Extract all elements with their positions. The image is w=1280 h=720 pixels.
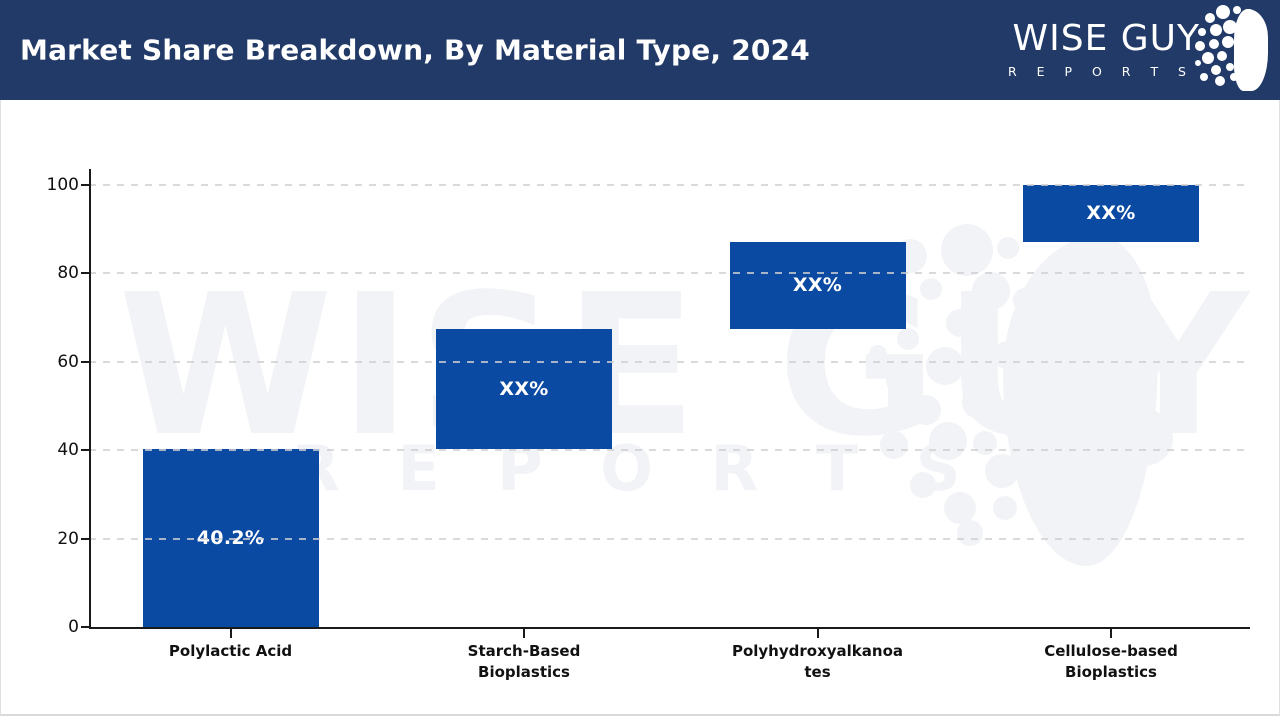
page-title: Market Share Breakdown, By Material Type… (20, 33, 810, 67)
x-tick-mark (229, 629, 232, 638)
decorative-dot (1013, 288, 1037, 312)
gridline-y-80 (89, 272, 1250, 275)
y-axis-line (89, 169, 91, 629)
decorative-dot (920, 278, 942, 300)
bar-3: XX% (729, 241, 906, 330)
y-tick-label: 40 (57, 440, 79, 461)
gridline-y-20 (89, 537, 1250, 540)
y-tick-mark (81, 626, 89, 628)
decorative-dot (911, 395, 941, 425)
x-axis-line (89, 627, 1250, 629)
x-tick-mark (523, 629, 525, 638)
decorative-dot (1211, 65, 1221, 75)
decorative-dot (1222, 36, 1234, 48)
y-tick-mark (81, 537, 89, 540)
x-tick-mark (816, 629, 819, 638)
logo-head-icon (1192, 5, 1270, 94)
decorative-dot (880, 431, 908, 459)
decorative-dot (985, 454, 1019, 488)
category-label-line: Cellulose-based (1044, 642, 1178, 660)
decorative-dot (1226, 63, 1234, 71)
decorative-dot (929, 422, 967, 460)
decorative-dot (1200, 73, 1208, 81)
category-label-line: Bioplastics (478, 663, 570, 681)
decorative-dot (944, 492, 976, 524)
category-label-line: Bioplastics (1065, 663, 1157, 681)
bar-value-label: XX% (1086, 202, 1136, 225)
bar-value-label: XX% (499, 378, 549, 401)
decorative-dot (1209, 39, 1219, 49)
decorative-dot (1198, 28, 1206, 36)
decorative-dot (1202, 52, 1214, 64)
decorative-dot (1223, 20, 1237, 34)
decorative-dot (962, 385, 996, 419)
gridline-y-60 (89, 360, 1250, 363)
decorative-dot (946, 309, 974, 337)
decorative-dot (1009, 397, 1031, 419)
decorative-dot (1233, 6, 1241, 14)
bar-2: XX% (436, 329, 612, 450)
decorative-dot (1217, 51, 1227, 61)
category-label-line: Starch-Based (467, 642, 581, 660)
y-tick-label: 80 (57, 263, 79, 284)
wise-guy-logo: WISE GUY R E P O R T S (1007, 4, 1270, 96)
category-label: Polylactic Acid (91, 641, 371, 662)
category-label-line: Polylactic Acid (168, 642, 293, 660)
y-tick-label: 100 (46, 175, 79, 195)
decorative-dot (1195, 60, 1201, 66)
category-label: Cellulose-based Bioplastics (971, 641, 1251, 683)
category-label: Polyhydroxyalkanoa tes (678, 641, 958, 683)
decorative-dot (869, 345, 887, 363)
decorative-dot (957, 520, 983, 546)
decorative-dot (1195, 41, 1205, 51)
category-label-line: Polyhydroxyalkanoa (731, 642, 904, 660)
logo-tagline-text: R E P O R T S (1007, 64, 1194, 79)
x-tick-mark (1110, 629, 1112, 638)
decorative-dot (910, 472, 936, 498)
bar-value-label: XX% (792, 274, 843, 297)
decorative-dot (973, 431, 997, 455)
logo-name-text: WISE GUY (1012, 18, 1200, 59)
decorative-dot (1215, 76, 1225, 86)
header-band: Market Share Breakdown, By Material Type… (0, 0, 1280, 100)
category-label-line: tes (804, 663, 831, 681)
y-tick-mark (81, 272, 89, 275)
gridline-y-40 (89, 449, 1250, 452)
decorative-dot (993, 496, 1017, 520)
y-tick-label: 20 (57, 528, 79, 549)
y-tick-mark (81, 184, 89, 186)
y-tick-mark (81, 360, 89, 363)
y-tick-label: 60 (57, 351, 79, 372)
decorative-dot (886, 369, 910, 393)
decorative-dot (1205, 13, 1215, 23)
decorative-dot (972, 272, 1010, 310)
decorative-dot (1017, 436, 1037, 456)
watermark-tagline: R E P O R T S (292, 432, 979, 505)
left-border-line (0, 100, 1, 715)
decorative-dot (997, 237, 1019, 259)
decorative-dot (897, 328, 919, 350)
y-tick-mark (81, 449, 89, 452)
category-label: Starch-Based Bioplastics (384, 641, 664, 683)
y-tick-label: 0 (68, 617, 79, 637)
decorative-dot (1210, 24, 1222, 36)
bottom-border-line (0, 714, 1280, 716)
decorative-dot (993, 341, 1021, 369)
decorative-dot (1216, 5, 1230, 19)
decorative-dot (1230, 73, 1238, 81)
decorative-dot (941, 224, 993, 276)
bar-4: XX% (1023, 185, 1199, 242)
watermark-head-icon (865, 224, 1173, 573)
decorative-dot (926, 347, 964, 385)
watermark-head-nose (1127, 406, 1173, 466)
decorative-dot (1243, 9, 1255, 21)
gridline-y-100 (89, 184, 1250, 186)
logo-head-silhouette (1234, 9, 1268, 91)
